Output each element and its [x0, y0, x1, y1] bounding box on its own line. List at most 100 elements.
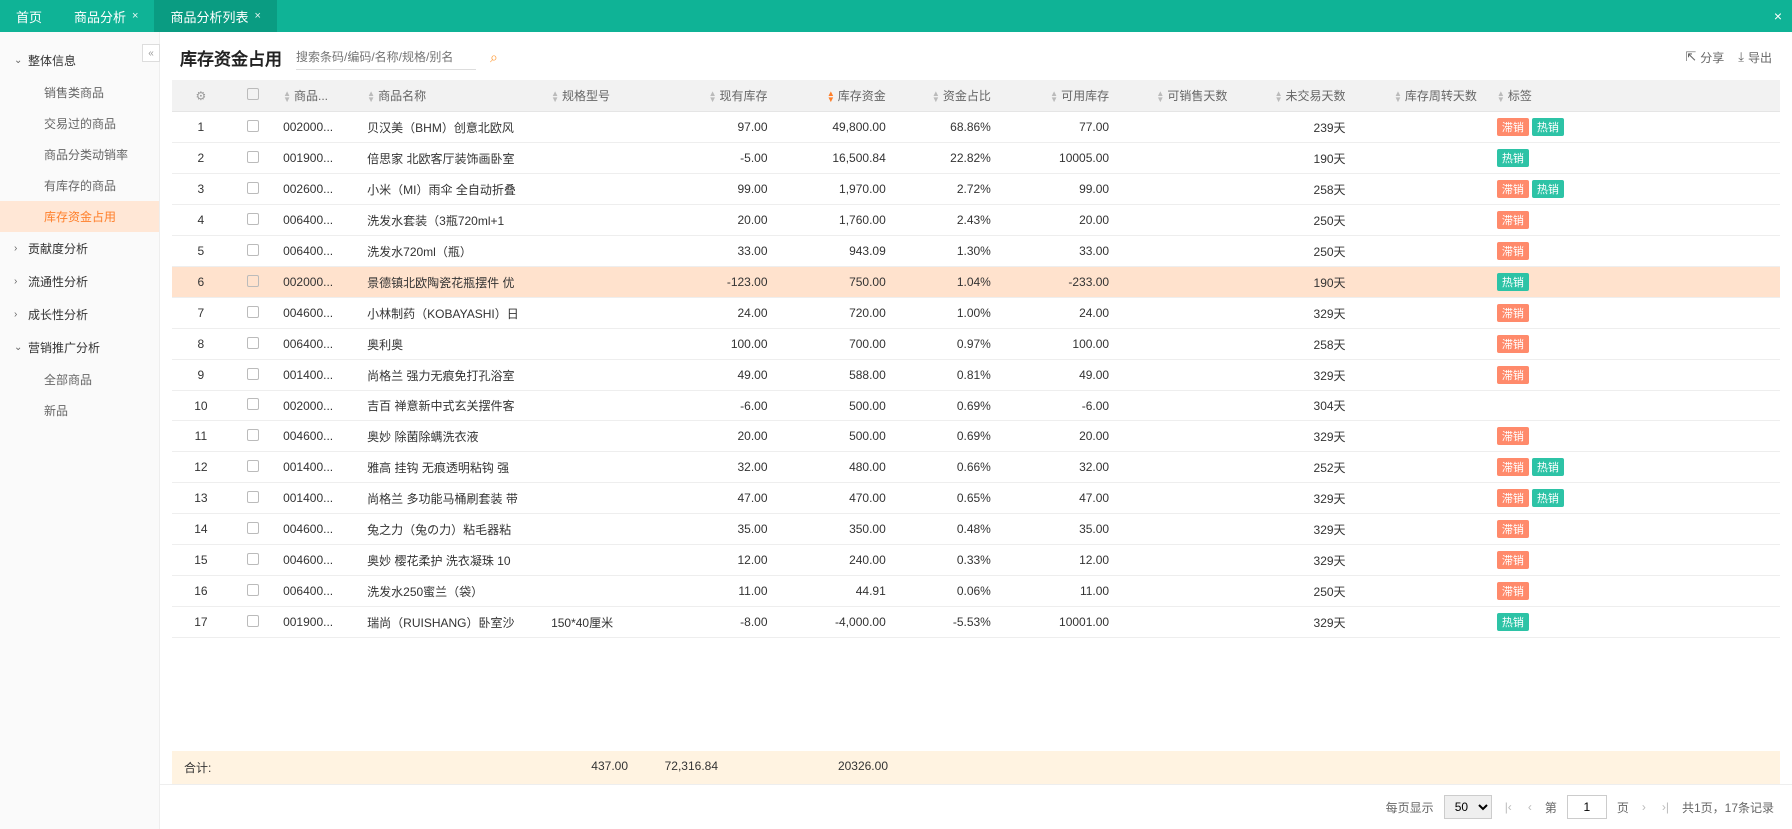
table-row[interactable]: 12001400...雅高 挂钩 无痕透明粘钩 强32.00480.000.66…: [172, 452, 1780, 483]
tab-商品分析[interactable]: 商品分析×: [58, 0, 154, 32]
col-header-chk[interactable]: [230, 80, 277, 112]
page-title: 库存资金占用: [180, 45, 282, 70]
nav-group-流通性分析[interactable]: ›流通性分析: [0, 265, 159, 298]
tag-hot: 热销: [1532, 180, 1564, 198]
pagination: 每页显示 50 |‹ ‹ 第 页 › ›| 共1页，17条记录: [160, 784, 1792, 829]
row-checkbox[interactable]: [247, 429, 259, 441]
table-row[interactable]: 6002000...景德镇北欧陶瓷花瓶摆件 优-123.00750.001.04…: [172, 267, 1780, 298]
row-checkbox[interactable]: [247, 244, 259, 256]
table-row[interactable]: 17001900...瑞尚（RUISHANG）卧室沙150*40厘米-8.00-…: [172, 607, 1780, 638]
tag-slow: 滞销: [1497, 304, 1529, 322]
table-row[interactable]: 16006400...洗发水250蜜兰（袋）11.0044.910.06%11.…: [172, 576, 1780, 607]
last-page-button[interactable]: ›|: [1659, 800, 1672, 814]
table-row[interactable]: 15004600...奥妙 樱花柔护 洗衣凝珠 1012.00240.000.3…: [172, 545, 1780, 576]
chevron-icon: ⌄: [14, 55, 24, 66]
nav-item-全部商品[interactable]: 全部商品: [0, 364, 159, 395]
share-icon: ⇱: [1685, 49, 1696, 65]
row-checkbox[interactable]: [247, 275, 259, 287]
row-checkbox[interactable]: [247, 213, 259, 225]
tag-slow: 滞销: [1497, 489, 1529, 507]
row-checkbox[interactable]: [247, 182, 259, 194]
page-input[interactable]: [1567, 795, 1607, 819]
sort-icon: ▲▼: [283, 91, 291, 103]
table-row[interactable]: 1002000...贝汉美（BHM）创意北欧风97.0049,800.0068.…: [172, 112, 1780, 143]
data-table: ⚙▲▼商品...▲▼商品名称▲▼规格型号▲▼现有库存▲▼库存资金▲▼资金占比▲▼…: [172, 80, 1780, 638]
row-checkbox[interactable]: [247, 460, 259, 472]
tag-hot: 热销: [1532, 458, 1564, 476]
select-all-checkbox[interactable]: [247, 88, 259, 100]
table-row[interactable]: 9001400...尚格兰 强力无痕免打孔浴室49.00588.000.81%4…: [172, 360, 1780, 391]
row-checkbox[interactable]: [247, 491, 259, 503]
export-button[interactable]: ⤓导出: [1738, 49, 1772, 66]
table-row[interactable]: 2001900...倍思家 北欧客厅装饰画卧室-5.0016,500.8422.…: [172, 143, 1780, 174]
row-checkbox[interactable]: [247, 337, 259, 349]
chevron-icon: ›: [14, 309, 24, 320]
search-input[interactable]: [296, 44, 476, 70]
nav-item-库存资金占用[interactable]: 库存资金占用: [0, 201, 159, 232]
tab-close-icon[interactable]: ×: [254, 10, 260, 22]
col-header-tags[interactable]: ▲▼标签: [1491, 80, 1780, 112]
tag-slow: 滞销: [1497, 335, 1529, 353]
table-row[interactable]: 14004600...兔之力（兔の力）粘毛器粘35.00350.000.48%3…: [172, 514, 1780, 545]
col-header-ratio[interactable]: ▲▼资金占比: [900, 80, 1005, 112]
chevron-icon: ⌄: [14, 342, 24, 353]
nav-group-整体信息[interactable]: ⌄整体信息: [0, 44, 159, 77]
nav-group-贡献度分析[interactable]: ›贡献度分析: [0, 232, 159, 265]
table-row[interactable]: 13001400...尚格兰 多功能马桶刷套装 带47.00470.000.65…: [172, 483, 1780, 514]
search-icon[interactable]: ⌕: [490, 49, 498, 66]
col-header-stock[interactable]: ▲▼现有库存: [663, 80, 781, 112]
table-row[interactable]: 7004600...小林制药（KOBAYASHI）日24.00720.001.0…: [172, 298, 1780, 329]
row-checkbox[interactable]: [247, 584, 259, 596]
col-header-noTx[interactable]: ▲▼未交易天数: [1241, 80, 1359, 112]
table-row[interactable]: 3002600...小米（MI）雨伞 全自动折叠99.001,970.002.7…: [172, 174, 1780, 205]
table-row[interactable]: 8006400...奥利奥100.00700.000.97%100.00258天…: [172, 329, 1780, 360]
next-page-button[interactable]: ›: [1639, 800, 1649, 814]
table-row[interactable]: 4006400...洗发水套装（3瓶720ml+120.001,760.002.…: [172, 205, 1780, 236]
nav-item-新品[interactable]: 新品: [0, 395, 159, 426]
col-header-capital[interactable]: ▲▼库存资金: [782, 80, 900, 112]
settings-icon[interactable]: ⚙: [196, 89, 207, 103]
sort-icon: ▲▼: [1394, 91, 1402, 103]
nav-item-商品分类动销率[interactable]: 商品分类动销率: [0, 139, 159, 170]
col-header-idx[interactable]: ⚙: [172, 80, 230, 112]
share-button[interactable]: ⇱分享: [1685, 49, 1724, 66]
row-checkbox[interactable]: [247, 120, 259, 132]
row-checkbox[interactable]: [247, 151, 259, 163]
sidebar: « ⌄整体信息销售类商品交易过的商品商品分类动销率有库存的商品库存资金占用›贡献…: [0, 32, 160, 829]
nav-item-销售类商品[interactable]: 销售类商品: [0, 77, 159, 108]
sort-icon: ▲▼: [709, 91, 717, 103]
page-summary: 共1页，17条记录: [1682, 799, 1774, 816]
prev-page-button[interactable]: ‹: [1525, 800, 1535, 814]
nav-group-营销推广分析[interactable]: ⌄营销推广分析: [0, 331, 159, 364]
tab-close-icon[interactable]: ×: [132, 10, 138, 22]
table-row[interactable]: 5006400...洗发水720ml（瓶）33.00943.091.30%33.…: [172, 236, 1780, 267]
nav-item-有库存的商品[interactable]: 有库存的商品: [0, 170, 159, 201]
tag-slow: 滞销: [1497, 520, 1529, 538]
col-header-turn[interactable]: ▲▼库存周转天数: [1360, 80, 1491, 112]
sidebar-collapse-button[interactable]: «: [142, 44, 160, 62]
table-row[interactable]: 10002000...吉百 禅意新中式玄关摆件客-6.00500.000.69%…: [172, 391, 1780, 421]
nav-item-交易过的商品[interactable]: 交易过的商品: [0, 108, 159, 139]
tab-首页[interactable]: 首页: [0, 0, 58, 32]
row-checkbox[interactable]: [247, 398, 259, 410]
col-header-spec[interactable]: ▲▼规格型号: [545, 80, 663, 112]
col-header-name[interactable]: ▲▼商品名称: [361, 80, 545, 112]
tab-商品分析列表[interactable]: 商品分析列表×: [154, 0, 276, 32]
nav-group-成长性分析[interactable]: ›成长性分析: [0, 298, 159, 331]
row-checkbox[interactable]: [247, 368, 259, 380]
tag-hot: 热销: [1532, 118, 1564, 136]
col-header-code[interactable]: ▲▼商品...: [277, 80, 361, 112]
tag-slow: 滞销: [1497, 427, 1529, 445]
first-page-button[interactable]: |‹: [1502, 800, 1515, 814]
sort-icon: ▲▼: [1050, 91, 1058, 103]
row-checkbox[interactable]: [247, 306, 259, 318]
table-row[interactable]: 11004600...奥妙 除菌除螨洗衣液20.00500.000.69%20.…: [172, 421, 1780, 452]
row-checkbox[interactable]: [247, 522, 259, 534]
sort-icon: ▲▼: [827, 91, 835, 103]
col-header-saleDays[interactable]: ▲▼可销售天数: [1123, 80, 1241, 112]
row-checkbox[interactable]: [247, 553, 259, 565]
per-page-select[interactable]: 50: [1444, 795, 1492, 819]
row-checkbox[interactable]: [247, 615, 259, 627]
close-icon[interactable]: ×: [1774, 0, 1782, 32]
col-header-avail[interactable]: ▲▼可用库存: [1005, 80, 1123, 112]
